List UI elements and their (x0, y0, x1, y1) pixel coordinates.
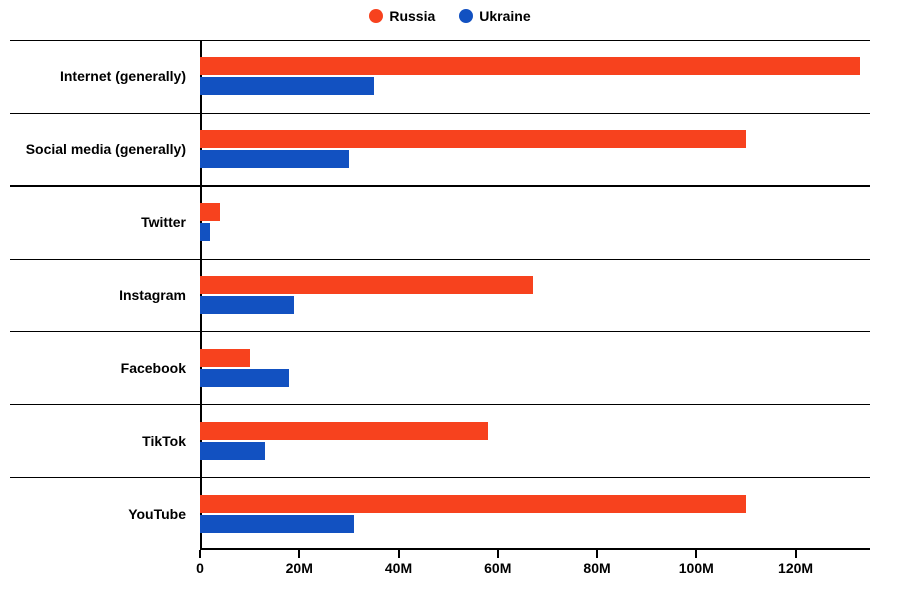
x-tick (596, 550, 598, 558)
x-tick-label: 60M (484, 560, 511, 576)
legend-label-ukraine: Ukraine (479, 8, 530, 24)
bar-russia (200, 57, 860, 75)
x-tick (398, 550, 400, 558)
x-tick-label: 40M (385, 560, 412, 576)
bar-ukraine (200, 442, 265, 460)
plot-area: 020M40M60M80M100M120M (200, 40, 870, 550)
legend-dot-ukraine (459, 9, 473, 23)
grouped-horizontal-bar-chart: Russia Ukraine Internet (generally) Socia… (0, 0, 900, 600)
y-axis-label: Internet (generally) (4, 68, 186, 84)
legend-dot-russia (369, 9, 383, 23)
bar-russia (200, 349, 250, 367)
legend-item-russia: Russia (369, 8, 435, 24)
y-axis-label: TikTok (4, 433, 186, 449)
y-axis-label: Facebook (4, 360, 186, 376)
bar-ukraine (200, 223, 210, 241)
x-tick-label: 0 (196, 560, 204, 576)
bar-ukraine (200, 150, 349, 168)
x-tick (795, 550, 797, 558)
bars-layer (200, 40, 870, 550)
bar-russia (200, 495, 746, 513)
y-axis-labels-layer: Internet (generally) Social media (genera… (0, 40, 200, 550)
y-axis-label: Instagram (4, 287, 186, 303)
x-tick-label: 80M (583, 560, 610, 576)
bar-russia (200, 203, 220, 221)
x-tick (497, 550, 499, 558)
x-tick-label: 100M (679, 560, 714, 576)
legend-label-russia: Russia (389, 8, 435, 24)
bar-ukraine (200, 515, 354, 533)
bar-russia (200, 422, 488, 440)
bar-russia (200, 130, 746, 148)
legend: Russia Ukraine (0, 8, 900, 24)
x-tick (695, 550, 697, 558)
bar-ukraine (200, 77, 374, 95)
x-tick (298, 550, 300, 558)
legend-item-ukraine: Ukraine (459, 8, 530, 24)
x-tick-label: 20M (286, 560, 313, 576)
y-axis-label: Twitter (4, 214, 186, 230)
y-axis-label: Social media (generally) (4, 141, 186, 157)
bar-ukraine (200, 296, 294, 314)
x-tick-label: 120M (778, 560, 813, 576)
bar-russia (200, 276, 533, 294)
bar-ukraine (200, 369, 289, 387)
x-tick (199, 550, 201, 558)
y-axis-label: YouTube (4, 506, 186, 522)
